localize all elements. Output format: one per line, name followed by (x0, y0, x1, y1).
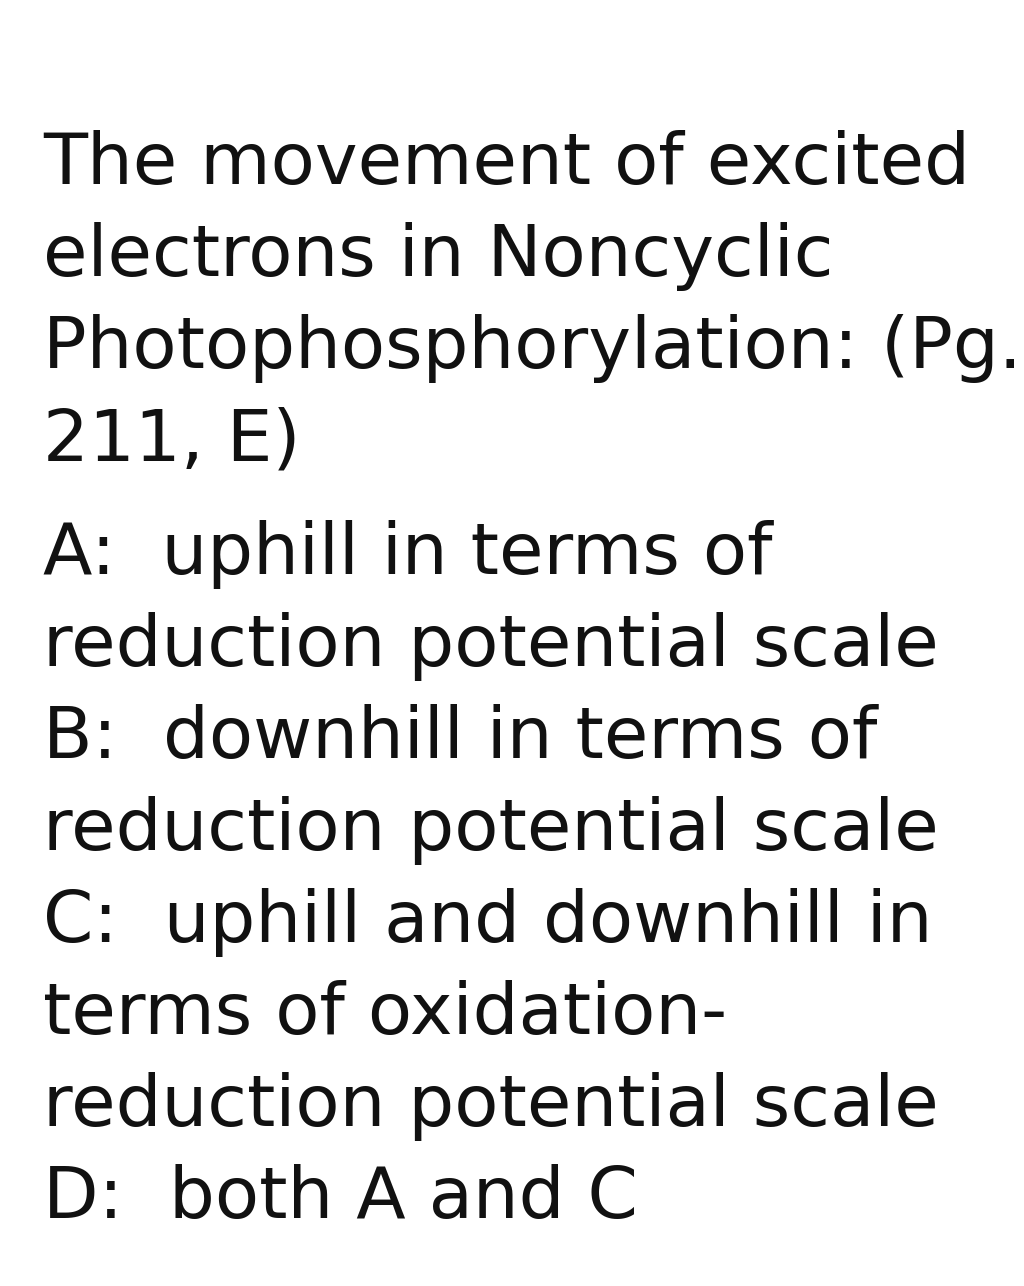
Text: reduction potential scale: reduction potential scale (43, 612, 939, 682)
Text: terms of oxidation-: terms of oxidation- (43, 980, 727, 1049)
Text: D:  both A and C: D: both A and C (43, 1164, 638, 1233)
Text: B:  downhill in terms of: B: downhill in terms of (43, 703, 878, 773)
Text: The movement of excited: The movement of excited (43, 130, 970, 199)
Text: Photophosphorylation: (Pg.: Photophosphorylation: (Pg. (43, 314, 1022, 383)
Text: electrons in Noncyclic: electrons in Noncyclic (43, 222, 834, 291)
Text: A:  uphill in terms of: A: uphill in terms of (43, 520, 772, 589)
Text: reduction potential scale: reduction potential scale (43, 1073, 939, 1141)
Text: C:  uphill and downhill in: C: uphill and downhill in (43, 889, 933, 957)
Text: 211, E): 211, E) (43, 406, 300, 475)
Text: reduction potential scale: reduction potential scale (43, 796, 939, 865)
